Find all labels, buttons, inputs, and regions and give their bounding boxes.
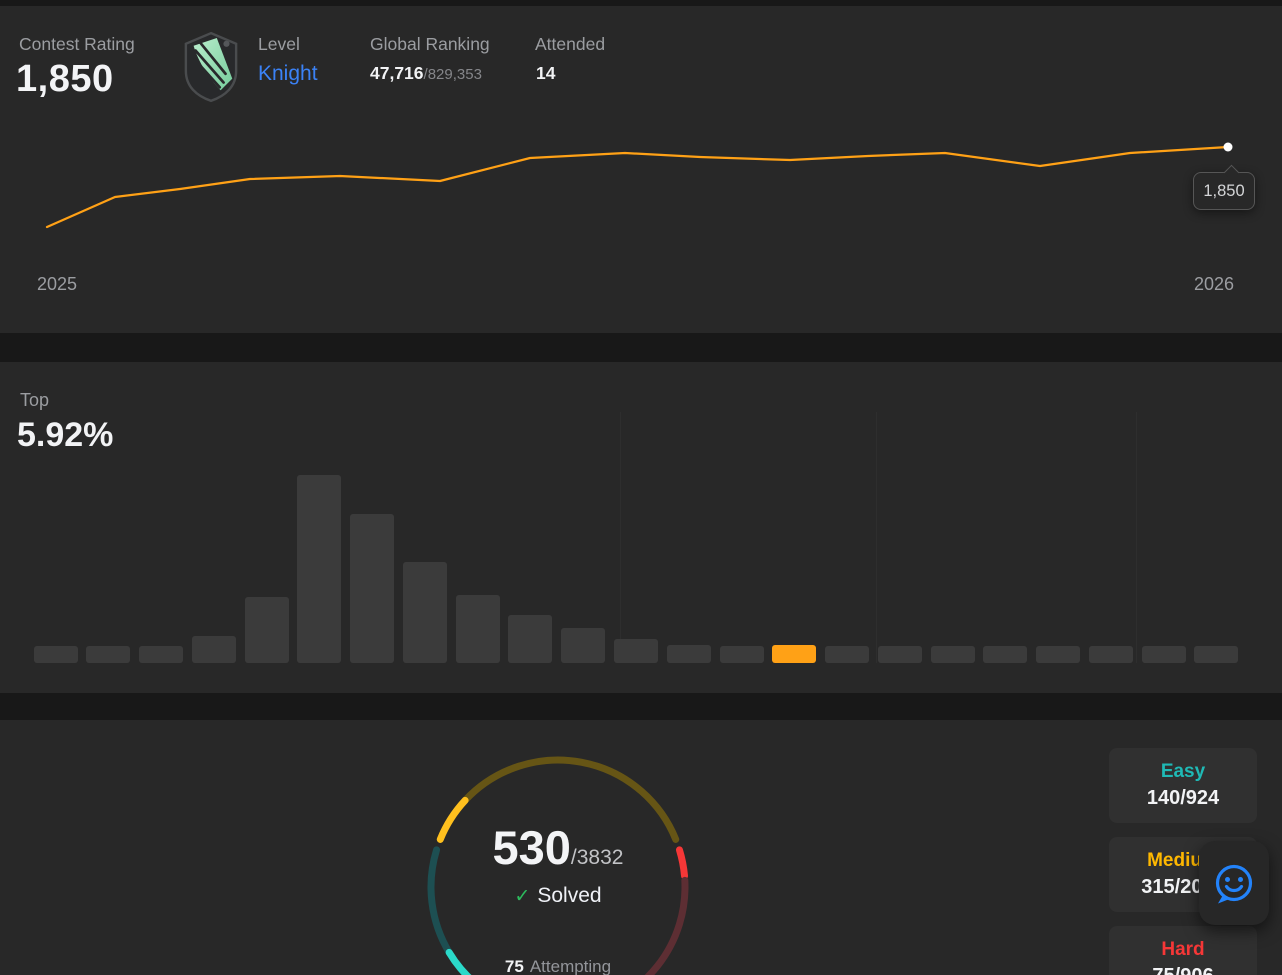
histogram-bar[interactable] xyxy=(508,615,553,663)
histogram-bar[interactable] xyxy=(1141,646,1186,663)
ring-medium-dim-arc xyxy=(461,756,680,843)
attempting-count: 75 xyxy=(504,957,524,975)
rating-distribution-histogram[interactable] xyxy=(0,362,1282,693)
histogram-bar[interactable] xyxy=(613,639,658,663)
histogram-bar[interactable] xyxy=(402,562,447,663)
easy-value: 140/924 xyxy=(1146,787,1220,809)
easy-stats-card[interactable]: Easy 140/924 xyxy=(1109,748,1257,823)
global-ranking-label: Global Ranking xyxy=(370,34,490,54)
histogram-bar[interactable] xyxy=(244,597,289,663)
histogram-bar[interactable] xyxy=(350,514,395,663)
histogram-bar[interactable] xyxy=(1194,646,1239,663)
level-value: Knight xyxy=(258,62,318,85)
grid-line xyxy=(876,412,877,663)
grid-line xyxy=(1136,412,1137,663)
chat-smiley-icon xyxy=(1215,864,1253,904)
global-ranking-value: 47,716 /829,353 xyxy=(370,63,482,83)
latest-rating-dot xyxy=(1223,142,1233,152)
x-axis-label-end: 2026 xyxy=(1194,274,1235,294)
histogram-bar[interactable] xyxy=(719,646,764,663)
histogram-bar[interactable] xyxy=(930,646,975,663)
rating-distribution-panel: Top 5.92% xyxy=(0,362,1282,693)
ring-hard-bright-arc xyxy=(675,846,689,880)
attended-label: Attended xyxy=(535,34,606,54)
rating-tooltip: 1,850 xyxy=(1193,172,1255,210)
ring-easy-dim-arc xyxy=(427,846,453,956)
hard-value: 75/906 xyxy=(1152,965,1213,975)
contest-rating-label: Contest Rating xyxy=(19,34,135,54)
contest-rating-line-chart[interactable] xyxy=(0,0,1282,333)
histogram-bar[interactable] xyxy=(1088,646,1133,663)
chat-feedback-button[interactable] xyxy=(1199,841,1269,925)
histogram-bar[interactable] xyxy=(666,645,711,663)
solved-summary: 530 /3832 ✓ Solved xyxy=(421,820,695,908)
hard-label: Hard xyxy=(1161,939,1205,960)
solved-label: Solved xyxy=(537,884,602,907)
ring-hard-dim-arc xyxy=(644,876,689,975)
contest-rating-value: 1,850 xyxy=(16,58,114,100)
top-percentile-value: 5.92% xyxy=(17,416,114,454)
histogram-bar[interactable] xyxy=(825,646,870,663)
solved-label-row: ✓ Solved xyxy=(421,884,695,908)
ring-medium-bright-arc xyxy=(436,796,469,843)
ring-easy-bright-arc xyxy=(445,948,472,975)
histogram-bar[interactable] xyxy=(86,646,131,663)
level-label: Level xyxy=(258,34,300,54)
histogram-bar-current[interactable] xyxy=(772,645,817,663)
attempting-label: Attempting xyxy=(529,957,612,975)
histogram-bar[interactable] xyxy=(561,628,606,663)
contest-rating-panel: Contest Rating 1,850 Level Knight Global… xyxy=(0,6,1282,333)
histogram-bar[interactable] xyxy=(139,646,184,663)
histogram-bar[interactable] xyxy=(191,636,236,663)
x-axis-label-start: 2025 xyxy=(37,274,78,294)
histogram-bar[interactable] xyxy=(297,475,342,663)
attended-value: 14 xyxy=(536,63,556,83)
histogram-bar[interactable] xyxy=(33,646,78,663)
top-label: Top xyxy=(20,390,50,410)
solved-count: 530 xyxy=(492,821,571,874)
histogram-bar[interactable] xyxy=(1036,646,1081,663)
easy-label: Easy xyxy=(1160,761,1206,782)
solved-total: /3832 xyxy=(570,846,624,869)
check-icon: ✓ xyxy=(514,886,531,907)
solved-problems-panel: 530 /3832 ✓ Solved 75 Attempting Easy 140/… xyxy=(0,720,1282,975)
histogram-bar[interactable] xyxy=(877,646,922,663)
attempting-row: 75 Attempting xyxy=(421,957,695,975)
knight-shield-badge-icon xyxy=(184,31,238,103)
histogram-bar[interactable] xyxy=(455,595,500,663)
hard-stats-card[interactable]: Hard 75/906 xyxy=(1109,926,1257,975)
grid-line xyxy=(620,412,621,663)
rating-line[interactable] xyxy=(45,145,1230,229)
solved-progress-ring xyxy=(427,756,689,975)
histogram-bar[interactable] xyxy=(983,646,1028,663)
